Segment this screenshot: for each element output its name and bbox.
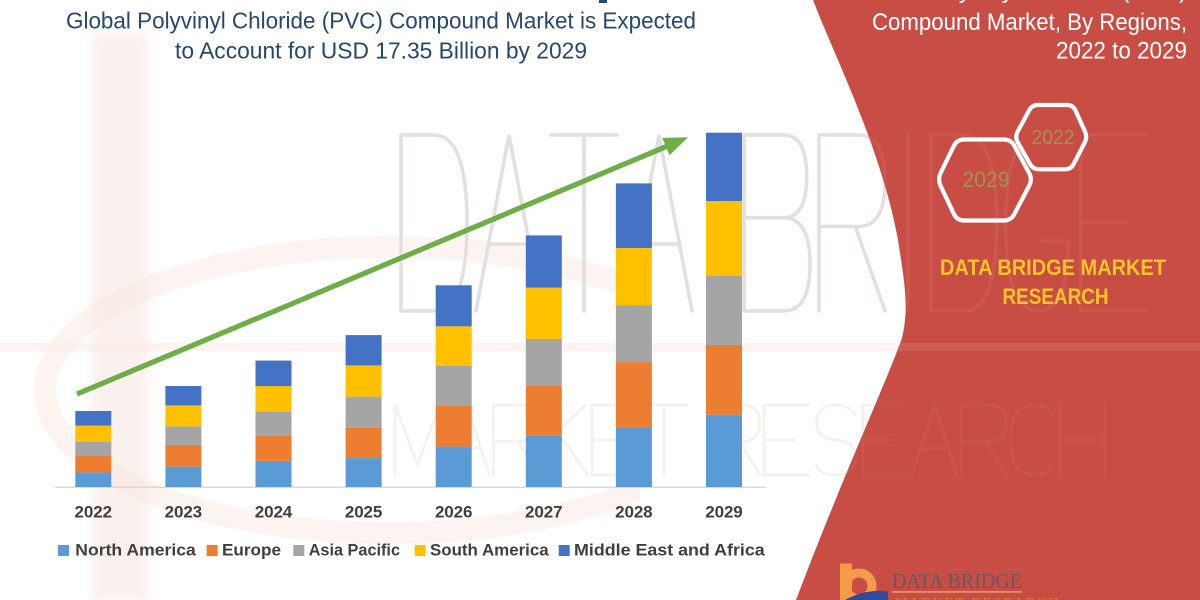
svg-text:RESEARCH: RESEARCH: [1003, 284, 1109, 309]
svg-text:2022 to 2029: 2022 to 2029: [1056, 38, 1187, 65]
svg-text:MARKET RESEARCH: MARKET RESEARCH: [895, 596, 1060, 600]
svg-text:Global Polyvinyl Chloride (PVC: Global Polyvinyl Chloride (PVC) Compound…: [66, 8, 696, 34]
svg-text:to Account for USD 17.35 Billi: to Account for USD 17.35 Billion by 2029: [175, 38, 587, 64]
svg-text:2029: 2029: [963, 167, 1010, 192]
svg-text:2025: 2025: [345, 503, 383, 522]
svg-text:2022: 2022: [75, 503, 113, 522]
svg-text:Global Polyvinyl Chloride (PVC: Global Polyvinyl Chloride (PVC): [848, 0, 1187, 4]
svg-text:2028: 2028: [615, 503, 653, 522]
svg-text:2024: 2024: [255, 503, 293, 522]
svg-text:South America: South America: [430, 542, 550, 560]
svg-text:Middle East and Africa: Middle East and Africa: [574, 542, 766, 560]
svg-text:Europe: Europe: [222, 542, 281, 560]
svg-text:2022: 2022: [1032, 127, 1075, 149]
svg-text:2023: 2023: [165, 503, 203, 522]
svg-text:Compound Market, By Regions,: Compound Market, By Regions,: [872, 9, 1187, 36]
svg-text:North America: North America: [75, 542, 196, 560]
svg-text:2027: 2027: [525, 503, 563, 522]
svg-text:DATA BRIDGE: DATA BRIDGE: [892, 569, 1022, 593]
svg-text:2029: 2029: [705, 503, 743, 522]
svg-text:DATA BRIDGE MARKET: DATA BRIDGE MARKET: [940, 255, 1166, 280]
svg-text:2026: 2026: [435, 503, 473, 522]
svg-text:Asia Pacific: Asia Pacific: [309, 542, 400, 560]
